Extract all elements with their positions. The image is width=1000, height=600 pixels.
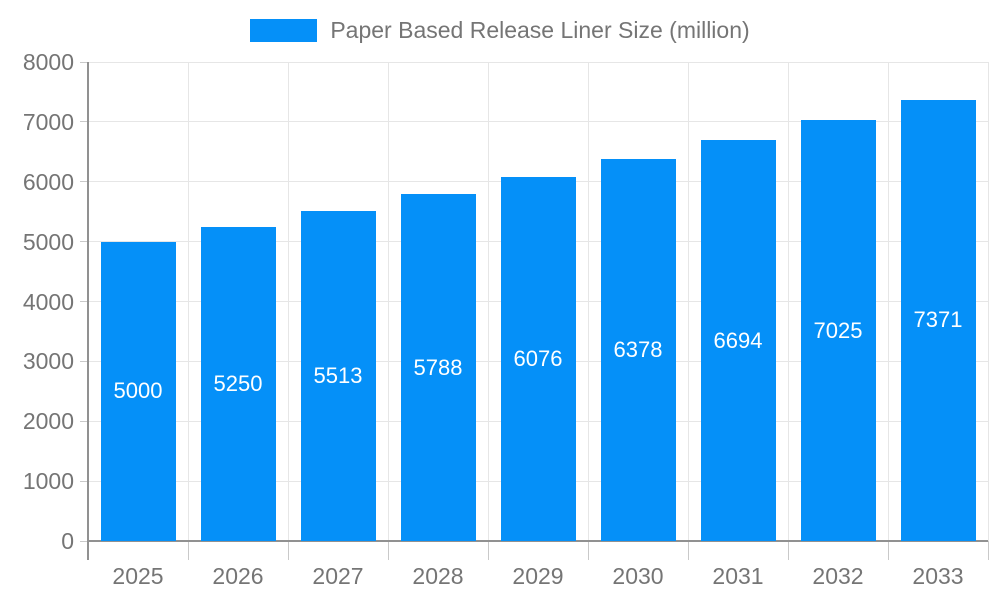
legend-label: Paper Based Release Liner Size (million) (330, 17, 750, 43)
v-gridline (387, 62, 389, 541)
v-gridline (187, 62, 189, 541)
bar-value-label: 5788 (413, 354, 463, 380)
legend-item[interactable]: Paper Based Release Liner Size (million) (250, 17, 750, 44)
v-gridline (887, 62, 889, 541)
v-gridline (587, 62, 589, 541)
y-axis-label: 8000 (22, 49, 74, 75)
bar[interactable] (500, 177, 576, 541)
v-gridline (687, 62, 689, 541)
x-axis-label: 2026 (212, 563, 264, 589)
y-axis-tick (80, 540, 88, 542)
x-axis-line (88, 540, 988, 542)
y-axis-label: 1000 (22, 468, 74, 495)
bar-value-label: 6694 (713, 327, 763, 353)
h-gridline (88, 61, 988, 63)
bar[interactable] (600, 159, 676, 541)
y-axis-label: 6000 (22, 168, 74, 195)
x-axis-label: 2033 (912, 563, 964, 589)
y-axis-label: 0 (61, 528, 74, 554)
y-axis-tick (80, 61, 88, 63)
bar[interactable] (400, 194, 476, 541)
x-axis-tick (987, 541, 989, 560)
x-axis-tick (487, 541, 489, 560)
y-axis-tick (80, 420, 88, 422)
bar-value-label: 5000 (113, 378, 163, 404)
bar[interactable] (300, 210, 376, 541)
x-axis-label: 2029 (512, 563, 564, 589)
bar-value-label: 5250 (213, 370, 263, 396)
v-gridline (987, 62, 989, 541)
x-axis-label: 2028 (412, 563, 464, 589)
x-axis-label: 2027 (312, 563, 364, 589)
x-axis-tick (887, 541, 889, 560)
x-axis-tick (287, 541, 289, 560)
y-axis-label: 5000 (22, 228, 74, 255)
y-axis-label: 2000 (22, 408, 74, 435)
bar-value-label: 7371 (913, 307, 963, 333)
bar-value-label: 5513 (313, 362, 363, 388)
bar-value-label: 7025 (813, 317, 863, 343)
x-axis-tick (587, 541, 589, 560)
x-axis-tick (687, 541, 689, 560)
x-axis-tick (187, 541, 189, 560)
bar-value-label: 6076 (513, 346, 563, 372)
x-axis-tick (387, 541, 389, 560)
bar-value-label: 6378 (613, 337, 663, 363)
y-axis-line (87, 62, 89, 560)
v-gridline (487, 62, 489, 541)
h-gridline (88, 121, 988, 123)
bar[interactable] (100, 241, 176, 541)
y-axis-tick (80, 480, 88, 482)
y-axis-label: 4000 (22, 288, 74, 315)
v-gridline (787, 62, 789, 541)
plot-area: 0 1000 2000 3000 4000 5000 6000 7000 8000 5000 525… (23, 49, 989, 589)
x-axis-tick (787, 541, 789, 560)
y-axis-tick (80, 360, 88, 362)
y-axis-label: 3000 (22, 348, 74, 375)
y-axis-tick (80, 241, 88, 243)
x-axis-label: 2031 (712, 563, 764, 589)
x-axis-label: 2032 (812, 563, 864, 589)
bar[interactable] (800, 120, 876, 541)
y-axis-label: 7000 (22, 108, 74, 135)
y-axis-tick (80, 181, 88, 183)
v-gridline (287, 62, 289, 541)
bar[interactable] (900, 99, 976, 541)
legend: Paper Based Release Liner Size (million) (0, 17, 1000, 44)
y-axis-tick (80, 121, 88, 123)
legend-swatch (250, 19, 318, 42)
y-axis-tick (80, 301, 88, 302)
bar[interactable] (700, 140, 776, 541)
x-axis-label: 2030 (612, 563, 664, 589)
bar[interactable] (200, 226, 276, 541)
x-axis-label: 2025 (112, 563, 164, 589)
